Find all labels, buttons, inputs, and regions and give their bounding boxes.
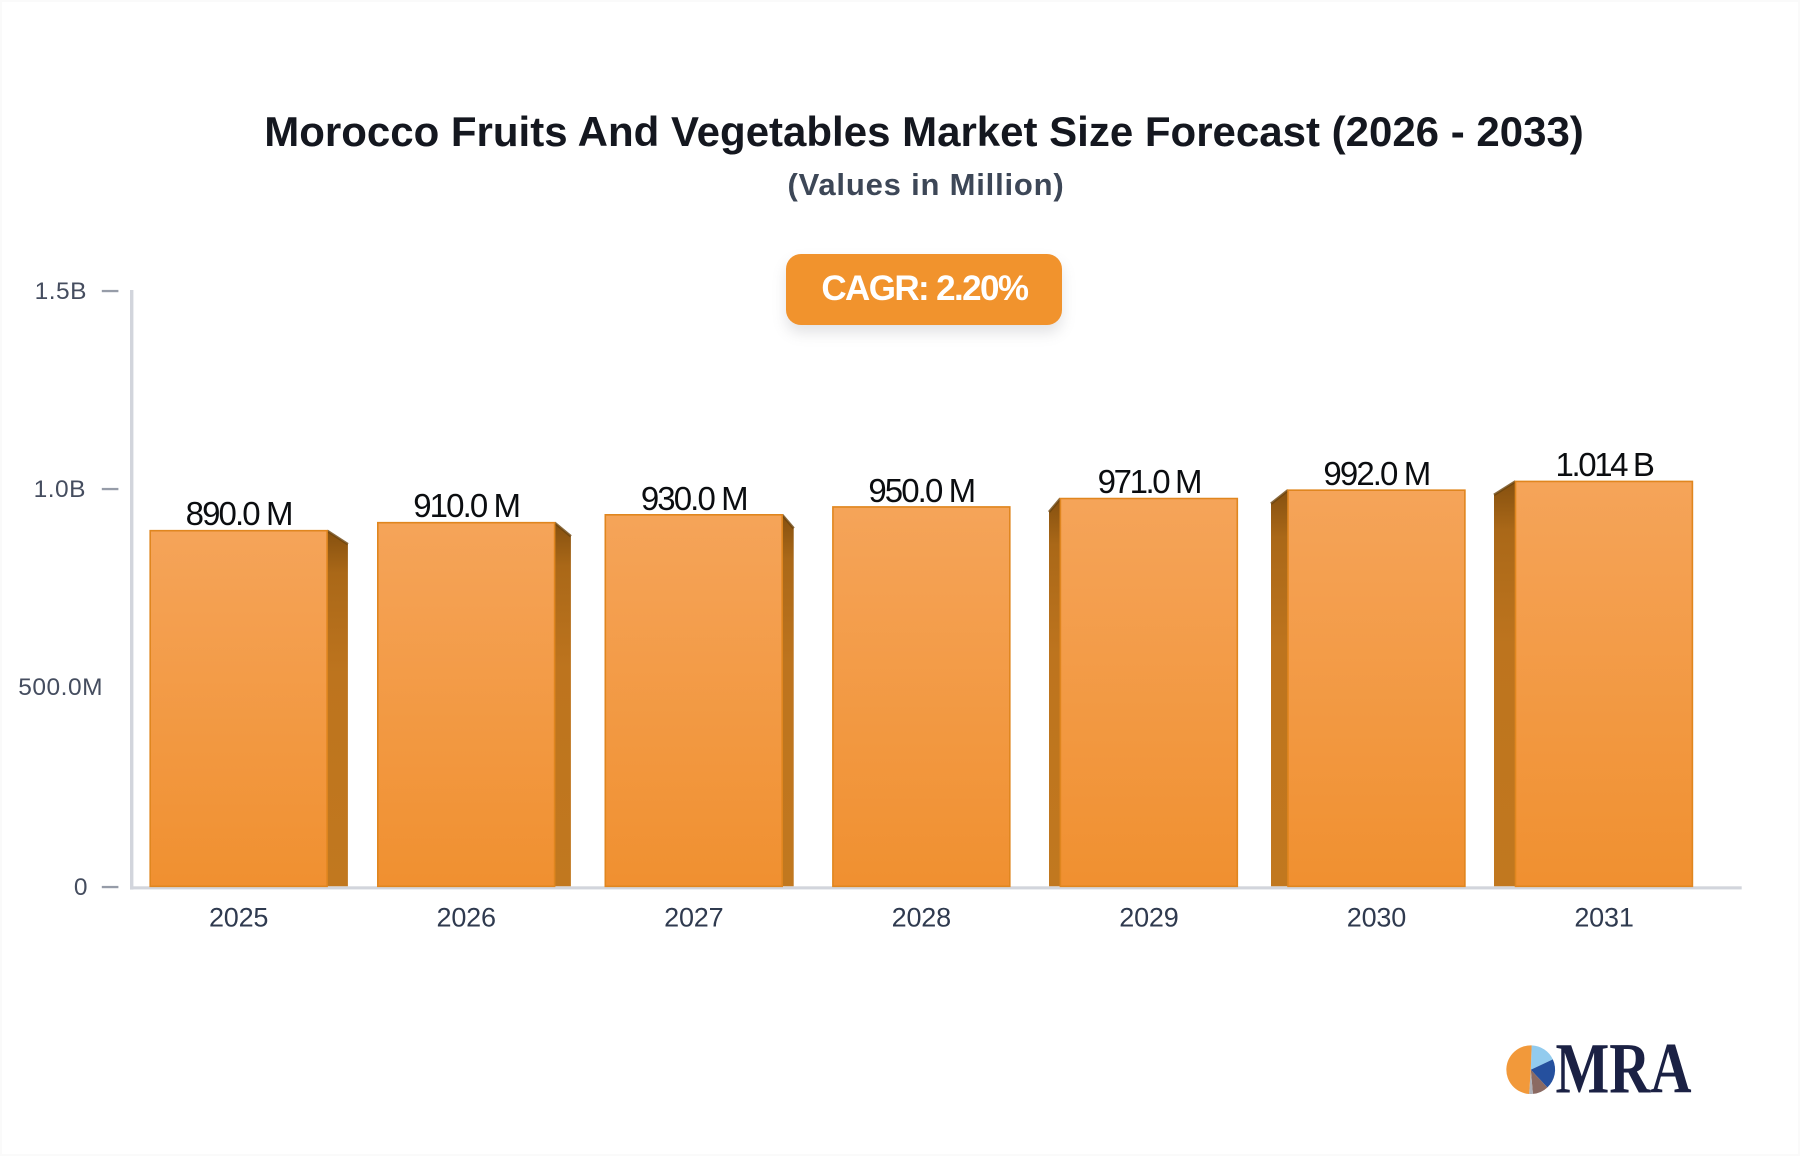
svg-text:MRA: MRA — [1556, 1028, 1692, 1109]
